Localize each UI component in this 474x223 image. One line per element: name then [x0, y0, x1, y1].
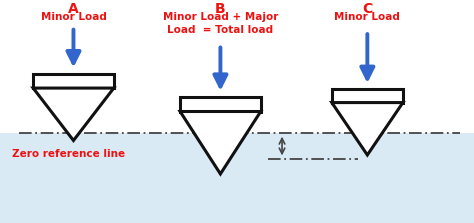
Polygon shape — [33, 88, 114, 140]
Bar — [0, 133, 474, 223]
Polygon shape — [180, 97, 261, 112]
Text: Zero reference line: Zero reference line — [12, 149, 125, 159]
Polygon shape — [332, 103, 403, 155]
Text: Minor Load: Minor Load — [335, 12, 400, 22]
Text: C: C — [362, 2, 373, 16]
Polygon shape — [180, 112, 261, 174]
Text: Minor Load: Minor Load — [41, 12, 106, 22]
Polygon shape — [332, 89, 403, 103]
Polygon shape — [33, 74, 114, 88]
Text: A: A — [68, 2, 79, 16]
Text: B: B — [215, 2, 226, 16]
Text: Minor Load + Major
Load  = Total load: Minor Load + Major Load = Total load — [163, 12, 278, 35]
